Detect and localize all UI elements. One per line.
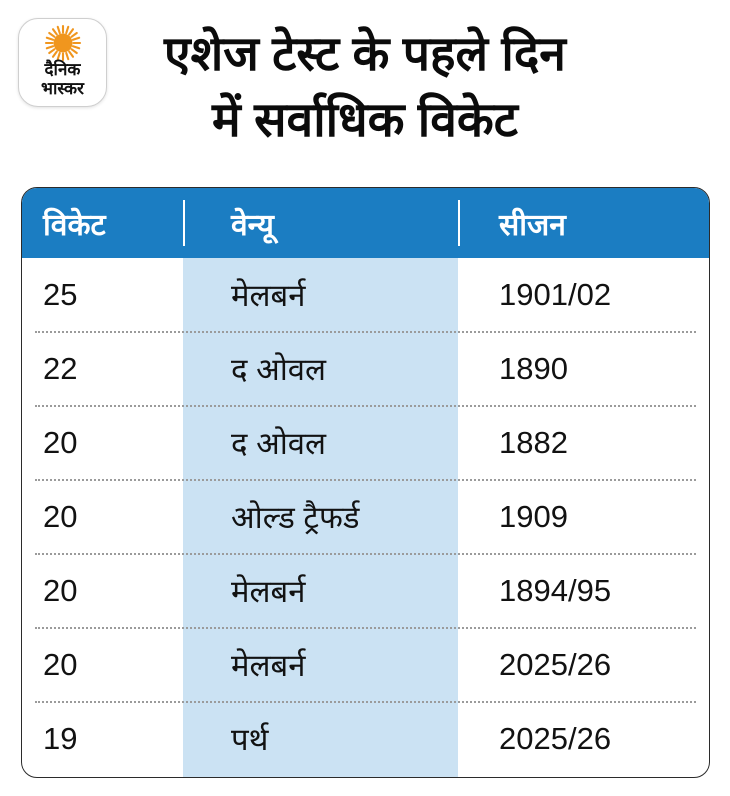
cell-season: 1909: [499, 499, 568, 534]
table-row: 20 मेलबर्न 2025/26: [22, 628, 709, 703]
cell-wickets: 20: [43, 573, 78, 608]
header-divider-2: [458, 200, 460, 246]
table-row: 20 मेलबर्न 1894/95: [22, 554, 709, 629]
cell-season: 2025/26: [499, 647, 612, 682]
table-body: 25 मेलबर्न 1901/02 22 द ओवल 1890 20 द ओव…: [22, 258, 709, 776]
cell-venue: पर्थ: [231, 722, 269, 757]
cell-wickets: 22: [43, 351, 78, 386]
cell-venue: मेलबर्न: [231, 278, 306, 313]
cell-season: 1890: [499, 351, 568, 386]
page-title: एशेज टेस्ट के पहले दिन में सर्वाधिक विके…: [0, 22, 730, 154]
cell-season: 1894/95: [499, 573, 612, 608]
logo-wordmark: दैनिक भास्कर: [41, 60, 84, 98]
table-row: 19 पर्थ 2025/26: [22, 702, 709, 776]
table-row: 22 द ओवल 1890: [22, 332, 709, 407]
table-row: 25 मेलबर्न 1901/02: [22, 258, 709, 333]
column-header-season: सीजन: [499, 208, 566, 242]
cell-venue: मेलबर्न: [231, 648, 306, 683]
table-row: 20 ओल्ड ट्रैफर्ड 1909: [22, 480, 709, 555]
cell-venue: द ओवल: [231, 426, 327, 461]
page-title-line1: एशेज टेस्ट के पहले दिन: [164, 28, 566, 81]
table-row: 20 द ओवल 1882: [22, 406, 709, 481]
sunburst-icon: [44, 24, 81, 62]
logo-line2: भास्कर: [41, 79, 84, 98]
cell-wickets: 25: [43, 277, 78, 312]
cell-season: 2025/26: [499, 721, 612, 756]
column-header-wickets: विकेट: [43, 208, 106, 242]
cell-season: 1901/02: [499, 277, 612, 312]
cell-venue: द ओवल: [231, 352, 327, 387]
cell-season: 1882: [499, 425, 568, 460]
cell-wickets: 20: [43, 425, 78, 460]
venue-column-highlight-band: [183, 258, 458, 777]
dainik-bhaskar-logo: दैनिक भास्कर: [18, 18, 107, 107]
table-header-row: विकेट वेन्यू सीजन: [22, 188, 709, 258]
header-divider-1: [183, 200, 185, 246]
cell-wickets: 20: [43, 499, 78, 534]
wickets-table: विकेट वेन्यू सीजन 25 मेलबर्न 1901/02 22 …: [21, 187, 710, 778]
cell-venue: मेलबर्न: [231, 574, 306, 609]
page-title-line2: में सर्वाधिक विकेट: [212, 94, 518, 147]
cell-venue: ओल्ड ट्रैफर्ड: [231, 500, 360, 535]
cell-wickets: 19: [43, 721, 78, 756]
cell-wickets: 20: [43, 647, 78, 682]
column-header-venue: वेन्यू: [231, 208, 274, 242]
logo-line1: दैनिक: [44, 60, 81, 79]
